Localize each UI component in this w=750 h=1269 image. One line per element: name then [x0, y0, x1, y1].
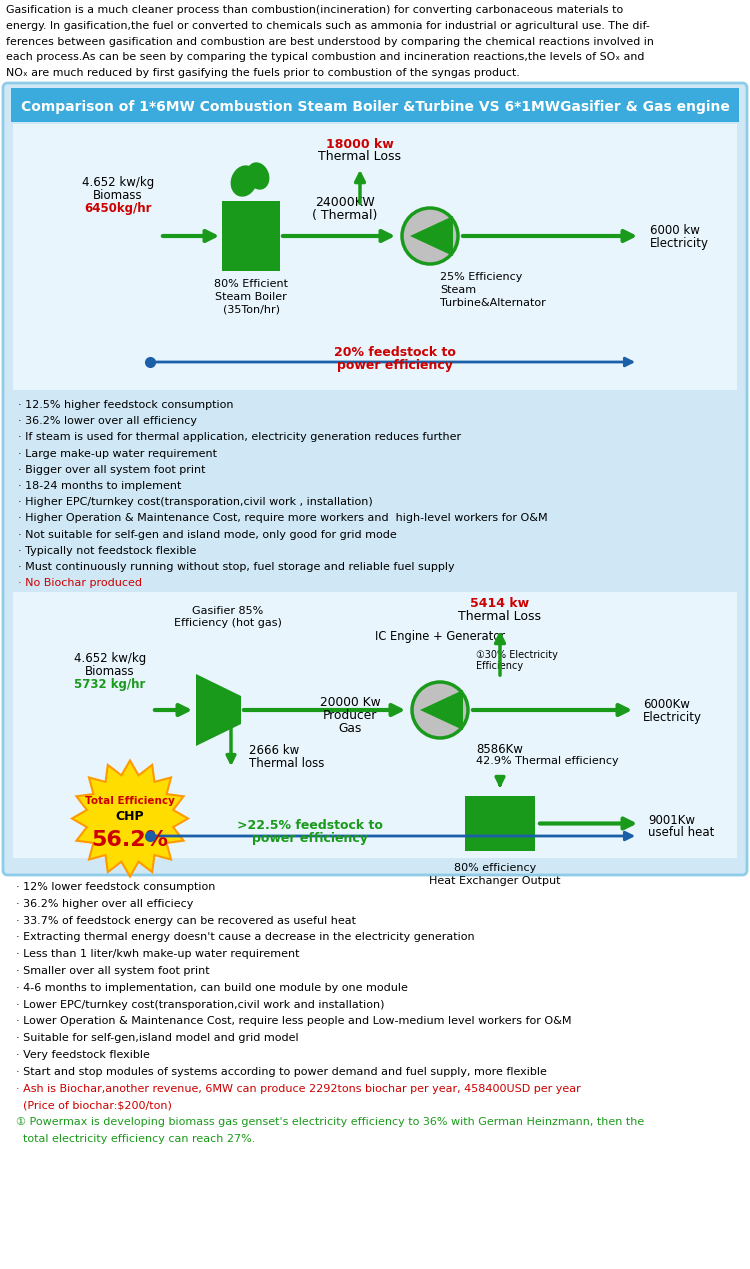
Text: ( Thermal): ( Thermal) — [312, 209, 378, 222]
FancyBboxPatch shape — [3, 82, 747, 876]
Polygon shape — [410, 216, 453, 256]
Text: Electricity: Electricity — [650, 237, 709, 250]
Text: 80% Efficient: 80% Efficient — [214, 279, 288, 289]
Text: · Large make-up water requirement: · Large make-up water requirement — [18, 449, 217, 458]
Bar — [465, 796, 535, 851]
Text: · Start and stop modules of systems according to power demand and fuel supply, m: · Start and stop modules of systems acco… — [16, 1067, 547, 1077]
Text: Biomass: Biomass — [93, 189, 142, 202]
Text: Comparison of 1*6MW Combustion Steam Boiler &Turbine VS 6*1MWGasifier & Gas engi: Comparison of 1*6MW Combustion Steam Boi… — [20, 100, 730, 114]
Text: Biomass: Biomass — [86, 665, 135, 678]
Text: Turbine&Alternator: Turbine&Alternator — [440, 298, 546, 308]
Text: 2666 kw: 2666 kw — [249, 744, 299, 758]
Text: CHP: CHP — [116, 810, 144, 822]
Text: 20000 Kw: 20000 Kw — [320, 695, 380, 709]
Text: Total Efficiency: Total Efficiency — [85, 797, 175, 807]
Text: 20% feedstock to: 20% feedstock to — [334, 346, 456, 359]
Text: Gasifier 85%: Gasifier 85% — [192, 607, 264, 615]
Circle shape — [412, 681, 468, 739]
Text: 8586Kw: 8586Kw — [476, 744, 523, 756]
Text: Steam Boiler: Steam Boiler — [215, 292, 286, 302]
Text: 4.652 kw/kg: 4.652 kw/kg — [82, 176, 154, 189]
Text: Gasification is a much cleaner process than combustion(incineration) for convert: Gasification is a much cleaner process t… — [6, 5, 623, 15]
Text: 56.2%: 56.2% — [92, 830, 169, 850]
Text: Gas: Gas — [338, 722, 362, 735]
Text: (35Ton/hr): (35Ton/hr) — [223, 305, 280, 315]
Text: 5732 kg/hr: 5732 kg/hr — [74, 678, 146, 692]
Text: energy. In gasification,the fuel or converted to chemicals such as ammonia for i: energy. In gasification,the fuel or conv… — [6, 20, 650, 30]
Text: power efficiency: power efficiency — [337, 359, 453, 372]
Text: · Must continuously running without stop, fuel storage and reliable fuel supply: · Must continuously running without stop… — [18, 562, 454, 572]
Text: · Extracting thermal energy doesn't cause a decrease in the electricity generati: · Extracting thermal energy doesn't caus… — [16, 933, 475, 943]
Text: 18000 kw: 18000 kw — [326, 138, 394, 151]
Ellipse shape — [230, 165, 257, 197]
Text: 80% efficiency: 80% efficiency — [454, 863, 536, 873]
Circle shape — [402, 208, 458, 264]
Text: Producer: Producer — [322, 709, 377, 722]
Text: Heat Exchanger Output: Heat Exchanger Output — [429, 876, 561, 886]
Text: Electricity: Electricity — [643, 711, 702, 725]
Text: 9001Kw: 9001Kw — [648, 813, 695, 826]
Text: · Not suitable for self-gen and island mode, only good for grid mode: · Not suitable for self-gen and island m… — [18, 529, 397, 539]
Text: 6000 kw: 6000 kw — [650, 225, 700, 237]
Text: · Lower EPC/turnkey cost(transporation,civil work and installation): · Lower EPC/turnkey cost(transporation,c… — [16, 1000, 385, 1010]
Text: · If steam is used for thermal application, electricity generation reduces furth: · If steam is used for thermal applicati… — [18, 433, 461, 443]
Text: · Smaller over all system foot print: · Smaller over all system foot print — [16, 966, 209, 976]
Text: Thermal Loss: Thermal Loss — [458, 610, 542, 623]
Text: · 12.5% higher feedstock consumption: · 12.5% higher feedstock consumption — [18, 400, 233, 410]
Bar — [13, 124, 737, 390]
Text: 42.9% Thermal efficiency: 42.9% Thermal efficiency — [476, 756, 619, 766]
Text: · Bigger over all system foot print: · Bigger over all system foot print — [18, 464, 206, 475]
Text: · 36.2% lower over all efficiency: · 36.2% lower over all efficiency — [18, 416, 197, 426]
Bar — [11, 88, 739, 122]
Text: · 18-24 months to implement: · 18-24 months to implement — [18, 481, 182, 491]
Text: · 33.7% of feedstock energy can be recovered as useful heat: · 33.7% of feedstock energy can be recov… — [16, 916, 356, 925]
Text: ferences between gasification and combustion are best understood by comparing th: ferences between gasification and combus… — [6, 37, 654, 47]
Text: 6000Kw: 6000Kw — [643, 698, 690, 711]
Text: 24000KW: 24000KW — [315, 195, 375, 209]
Text: ①30% Electricity: ①30% Electricity — [476, 650, 558, 660]
Text: · Very feedstock flexible: · Very feedstock flexible — [16, 1049, 150, 1060]
Text: ① Powermax is developing biomass gas genset's electricity efficiency to 36% with: ① Powermax is developing biomass gas gen… — [16, 1117, 644, 1127]
Text: Efficiency (hot gas): Efficiency (hot gas) — [174, 618, 282, 628]
Text: total electricity efficiency can reach 27%.: total electricity efficiency can reach 2… — [16, 1134, 255, 1143]
Polygon shape — [196, 674, 241, 746]
Bar — [222, 201, 280, 272]
Text: · Typically not feedstock flexible: · Typically not feedstock flexible — [18, 546, 196, 556]
Ellipse shape — [247, 162, 269, 189]
Polygon shape — [420, 690, 463, 730]
Text: >22.5% feedstock to: >22.5% feedstock to — [237, 819, 383, 832]
Text: · 12% lower feedstock consumption: · 12% lower feedstock consumption — [16, 882, 215, 892]
Text: · Less than 1 liter/kwh make-up water requirement: · Less than 1 liter/kwh make-up water re… — [16, 949, 299, 959]
Text: 25% Efficiency: 25% Efficiency — [440, 272, 522, 282]
Text: Efficiency: Efficiency — [476, 661, 524, 671]
Text: 6450kg/hr: 6450kg/hr — [84, 202, 152, 214]
Text: Thermal loss: Thermal loss — [249, 758, 324, 770]
Text: · Higher Operation & Maintenance Cost, require more workers and  high-level work: · Higher Operation & Maintenance Cost, r… — [18, 514, 548, 523]
Text: useful heat: useful heat — [648, 826, 714, 840]
Text: · Higher EPC/turnkey cost(transporation,civil work , installation): · Higher EPC/turnkey cost(transporation,… — [18, 497, 373, 508]
Text: Steam: Steam — [440, 286, 476, 294]
Text: (Price of biochar:$200/ton): (Price of biochar:$200/ton) — [16, 1100, 172, 1110]
Text: power efficiency: power efficiency — [252, 832, 368, 845]
Text: IC Engine + Generator: IC Engine + Generator — [375, 629, 505, 643]
Text: 5414 kw: 5414 kw — [470, 596, 530, 610]
Polygon shape — [72, 760, 188, 877]
Text: Thermal Loss: Thermal Loss — [319, 150, 401, 162]
Text: each process.As can be seen by comparing the typical combustion and incineration: each process.As can be seen by comparing… — [6, 52, 644, 62]
Text: · 4-6 months to implementation, can build one module by one module: · 4-6 months to implementation, can buil… — [16, 982, 408, 992]
Text: · 36.2% higher over all efficiecy: · 36.2% higher over all efficiecy — [16, 898, 194, 909]
Text: · Ash is Biochar,another revenue, 6MW can produce 2292tons biochar per year, 458: · Ash is Biochar,another revenue, 6MW ca… — [16, 1084, 580, 1094]
Bar — [13, 593, 737, 858]
Text: · Suitable for self-gen,island model and grid model: · Suitable for self-gen,island model and… — [16, 1033, 298, 1043]
Text: · Lower Operation & Maintenance Cost, require less people and Low-medium level w: · Lower Operation & Maintenance Cost, re… — [16, 1016, 572, 1027]
Text: NOₓ are much reduced by first gasifying the fuels prior to combustion of the syn: NOₓ are much reduced by first gasifying … — [6, 69, 520, 79]
Text: · No Biochar produced: · No Biochar produced — [18, 579, 142, 589]
Text: 4.652 kw/kg: 4.652 kw/kg — [74, 652, 146, 665]
